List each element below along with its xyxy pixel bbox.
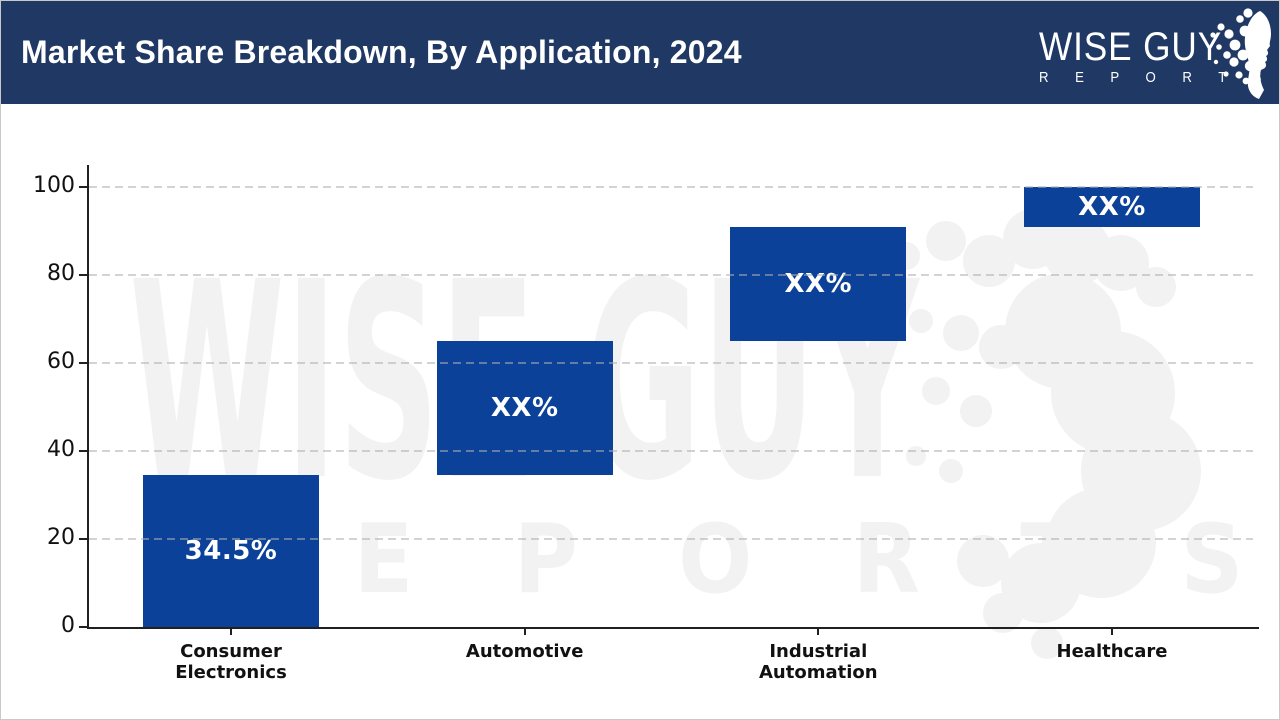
bar-value-label: 34.5% [184,536,278,567]
y-axis-tick [79,186,87,188]
x-axis-line [87,627,1259,629]
gridline-100 [89,186,1253,188]
gridline-80 [89,274,1253,276]
x-axis-label-automotive: Automotive [465,641,584,662]
x-axis-tick [523,627,526,635]
x-axis-label-healthcare: Healthcare [1056,641,1168,662]
y-axis-tick-label: 0 [61,613,75,638]
y-axis-tick-label: 60 [47,349,75,374]
y-axis-tick [79,538,87,540]
bar-healthcare: XX% [1024,187,1200,227]
bar-consumer-electronics: 34.5% [143,475,319,627]
x-axis-tick [817,627,820,635]
y-axis-tick [79,450,87,452]
bar-value-label: XX% [784,268,853,299]
x-axis-tick [1111,627,1113,635]
y-axis-tick [79,274,87,276]
header-bar: Market Share Breakdown, By Application, … [1,1,1279,104]
x-axis-tick [230,627,232,635]
y-axis-tick-label: 20 [47,525,75,550]
logo-wordmark-line2: R E P O R T S [1039,69,1273,86]
head-dots-icon [1210,8,1271,99]
x-axis-label-consumer-electronics: Consumer Electronics [175,641,287,683]
y-axis-tick-label: 100 [33,173,75,198]
plot-area: 0 20 40 60 80 100 34.5% Consumer Electronics XX%… [1,104,1279,718]
y-axis-tick-label: 40 [47,437,75,462]
gridline-20 [89,538,1253,540]
gridline-40 [89,450,1253,452]
gridline-60 [89,362,1253,364]
logo-wordmark: WISE GUY R E P O R T S [1039,25,1273,87]
wise-guy-reports-logo: WISE GUY R E P O R T S [1039,5,1271,100]
chart-title: Market Share Breakdown, By Application, … [21,34,742,70]
y-axis-line [87,165,89,629]
bar-value-label: XX% [490,393,559,424]
bar-value-label: XX% [1078,191,1146,222]
y-axis-tick [79,626,87,628]
bar-industrial-automation: XX% [730,226,907,341]
x-axis-label-industrial-automation: Industrial Automation [759,641,878,683]
y-axis-tick-label: 80 [47,261,75,286]
y-axis-tick [79,362,87,364]
logo-wordmark-line1: WISE GUY [1039,25,1223,69]
